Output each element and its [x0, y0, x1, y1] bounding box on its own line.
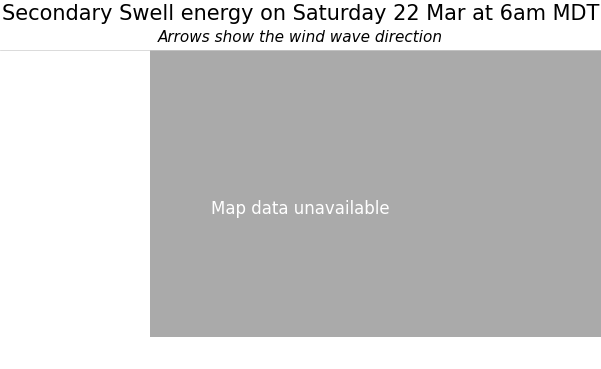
Text: Map data unavailable: Map data unavailable — [211, 200, 390, 218]
Text: Secondary Swell energy on Saturday 22 Mar at 6am MDT: Secondary Swell energy on Saturday 22 Ma… — [2, 4, 599, 24]
FancyBboxPatch shape — [150, 50, 601, 337]
Text: Arrows show the wind wave direction: Arrows show the wind wave direction — [158, 30, 443, 45]
